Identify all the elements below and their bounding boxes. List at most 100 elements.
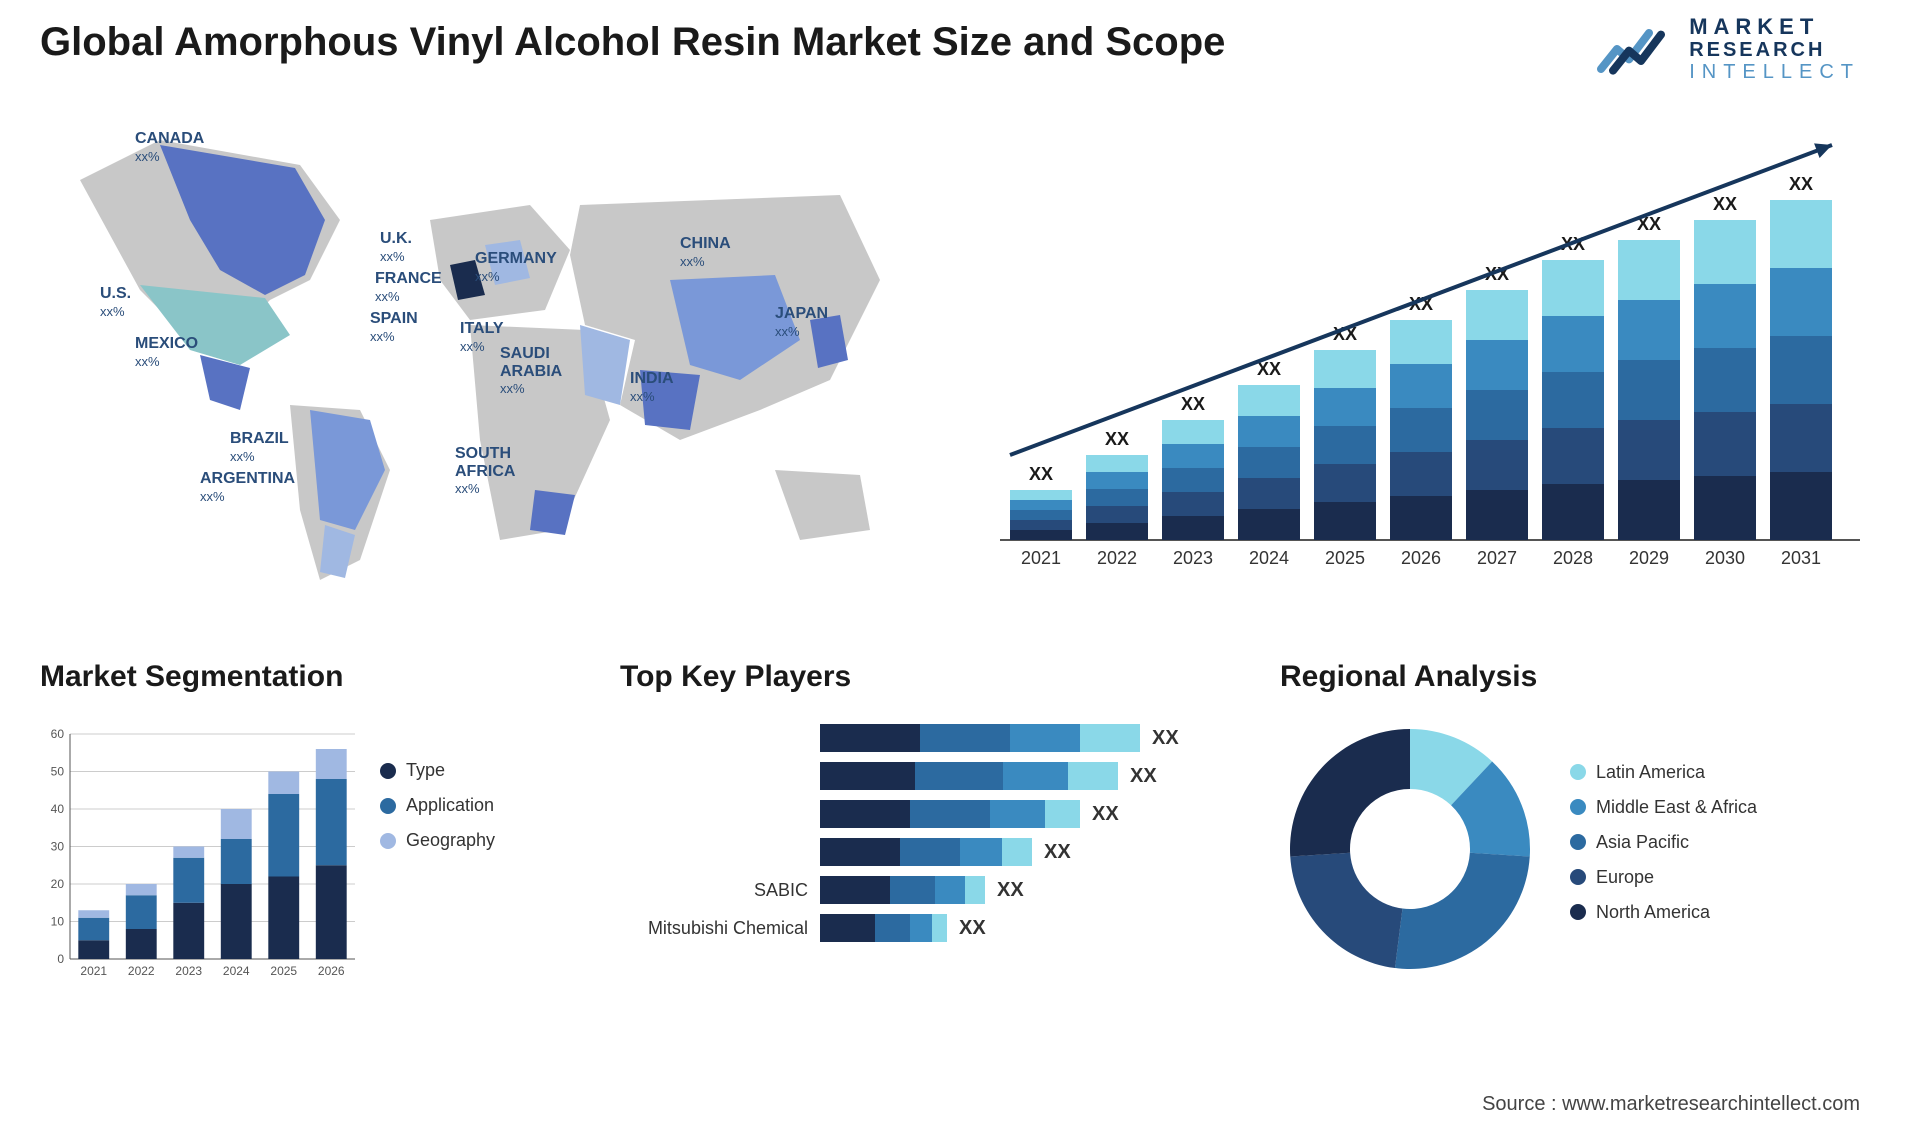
legend-dot: [380, 833, 396, 849]
player-bar-seg: [1068, 762, 1118, 790]
legend-label: Latin America: [1596, 762, 1705, 783]
svg-text:0: 0: [57, 952, 64, 966]
player-bar-seg: [1080, 724, 1140, 752]
player-bar-seg: [1010, 724, 1080, 752]
growth-chart: XX2021XX2022XX2023XX2024XX2025XX2026XX20…: [1000, 140, 1860, 600]
map-label: CHINAxx%: [680, 235, 731, 270]
player-row: XX: [620, 838, 1220, 866]
player-row: XX: [620, 800, 1220, 828]
player-bar-seg: [910, 800, 990, 828]
player-bar-seg: [820, 724, 920, 752]
svg-text:XX: XX: [1029, 464, 1053, 484]
svg-text:2021: 2021: [1021, 548, 1061, 568]
svg-text:60: 60: [51, 727, 65, 741]
player-row: XX: [620, 762, 1220, 790]
svg-text:2027: 2027: [1477, 548, 1517, 568]
svg-text:2030: 2030: [1705, 548, 1745, 568]
legend-dot: [1570, 799, 1586, 815]
brand-logo: MARKET RESEARCH INTELLECT: [1597, 15, 1860, 83]
map-label: ITALYxx%: [460, 320, 504, 355]
player-bar-seg: [915, 762, 1003, 790]
map-label: SPAINxx%: [370, 310, 418, 345]
legend-item: Europe: [1570, 867, 1757, 888]
svg-text:2026: 2026: [1401, 548, 1441, 568]
player-value: XX: [1044, 841, 1071, 864]
player-bar-seg: [1045, 800, 1080, 828]
player-bar: [820, 838, 1032, 866]
player-value: XX: [997, 879, 1024, 902]
map-label: BRAZILxx%: [230, 430, 289, 465]
legend-label: Type: [406, 760, 445, 781]
svg-text:2029: 2029: [1629, 548, 1669, 568]
player-row: XX: [620, 724, 1220, 752]
svg-text:XX: XX: [1181, 394, 1205, 414]
legend-label: Asia Pacific: [1596, 832, 1689, 853]
svg-text:2022: 2022: [1097, 548, 1137, 568]
map-label: MEXICOxx%: [135, 335, 198, 370]
svg-text:2023: 2023: [175, 964, 202, 978]
donut-svg: [1280, 719, 1540, 979]
svg-text:XX: XX: [1713, 194, 1737, 214]
logo-line2: RESEARCH: [1689, 39, 1860, 61]
legend-item: Geography: [380, 830, 495, 851]
svg-text:2031: 2031: [1781, 548, 1821, 568]
legend-label: Middle East & Africa: [1596, 797, 1757, 818]
legend-item: Application: [380, 795, 495, 816]
svg-text:2025: 2025: [1325, 548, 1365, 568]
map-label: INDIAxx%: [630, 370, 674, 405]
player-label: SABIC: [620, 880, 820, 901]
svg-text:2025: 2025: [270, 964, 297, 978]
legend-dot: [1570, 764, 1586, 780]
logo-line1: MARKET: [1689, 15, 1860, 39]
player-bar-seg: [820, 876, 890, 904]
player-bar-seg: [820, 762, 915, 790]
player-bar-seg: [890, 876, 935, 904]
player-row: SABIC XX: [620, 876, 1220, 904]
logo-line3: INTELLECT: [1689, 61, 1860, 83]
player-bar: [820, 800, 1080, 828]
player-bar-seg: [965, 876, 985, 904]
growth-chart-svg: XX2021XX2022XX2023XX2024XX2025XX2026XX20…: [1000, 140, 1860, 600]
legend-item: Latin America: [1570, 762, 1757, 783]
svg-text:2024: 2024: [1249, 548, 1289, 568]
svg-text:2028: 2028: [1553, 548, 1593, 568]
player-value: XX: [1130, 765, 1157, 788]
svg-text:2023: 2023: [1173, 548, 1213, 568]
segmentation-legend: Type Application Geography: [380, 760, 495, 865]
legend-label: Application: [406, 795, 494, 816]
legend-item: Asia Pacific: [1570, 832, 1757, 853]
region-legend: Latin America Middle East & Africa Asia Pa…: [1570, 762, 1757, 937]
segmentation-chart: 0102030405060202120222023202420252026: [40, 724, 360, 1004]
player-bar: [820, 876, 985, 904]
svg-text:2022: 2022: [128, 964, 155, 978]
players-chart: XXXXXXXXSABICXXMitsubishi ChemicalXX: [620, 724, 1220, 942]
region-donut: [1280, 719, 1540, 979]
player-bar: [820, 762, 1118, 790]
players-title: Top Key Players: [620, 660, 1240, 694]
player-bar-seg: [820, 800, 910, 828]
player-bar-seg: [990, 800, 1045, 828]
legend-dot: [1570, 834, 1586, 850]
svg-text:50: 50: [51, 765, 65, 779]
segmentation-panel: Market Segmentation 01020304050602021202…: [40, 660, 600, 1009]
player-bar-seg: [1002, 838, 1032, 866]
player-value: XX: [1152, 727, 1179, 750]
player-bar: [820, 914, 947, 942]
svg-text:2026: 2026: [318, 964, 345, 978]
map-label: U.K.xx%: [380, 230, 412, 265]
svg-text:XX: XX: [1789, 174, 1813, 194]
map-label: U.S.xx%: [100, 285, 131, 320]
map-label: SOUTHAFRICAxx%: [455, 445, 515, 498]
map-label: SAUDIARABIAxx%: [500, 345, 562, 398]
player-bar-seg: [910, 914, 932, 942]
map-label: JAPANxx%: [775, 305, 828, 340]
player-value: XX: [959, 917, 986, 940]
source-text: Source : www.marketresearchintellect.com: [1482, 1093, 1860, 1116]
player-bar-seg: [875, 914, 910, 942]
legend-item: Type: [380, 760, 495, 781]
legend-label: North America: [1596, 902, 1710, 923]
player-bar-seg: [935, 876, 965, 904]
svg-text:20: 20: [51, 877, 65, 891]
svg-text:10: 10: [51, 915, 65, 929]
legend-dot: [1570, 869, 1586, 885]
